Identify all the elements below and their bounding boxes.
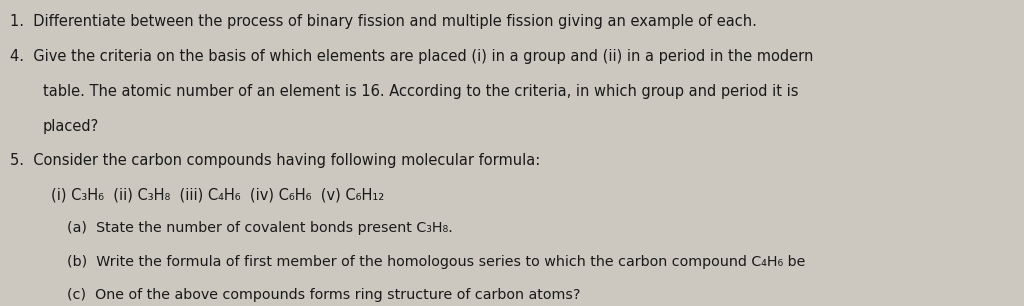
Text: (c)  One of the above compounds forms ring structure of carbon atoms?: (c) One of the above compounds forms rin… [67,288,580,302]
Text: 5.  Consider the carbon compounds having following molecular formula:: 5. Consider the carbon compounds having … [10,153,541,168]
Text: placed?: placed? [43,119,99,134]
Text: table. The atomic number of an element is 16. According to the criteria, in whic: table. The atomic number of an element i… [43,84,799,99]
Text: 4.  Give the criteria on the basis of which elements are placed (i) in a group a: 4. Give the criteria on the basis of whi… [10,49,814,64]
Text: (i) C₃H₆  (ii) C₃H₈  (iii) C₄H₆  (iv) C₆H₆  (v) C₆H₁₂: (i) C₃H₆ (ii) C₃H₈ (iii) C₄H₆ (iv) C₆H₆ … [51,187,384,202]
Text: (a)  State the number of covalent bonds present C₃H₈.: (a) State the number of covalent bonds p… [67,221,453,235]
Text: (b)  Write the formula of first member of the homologous series to which the car: (b) Write the formula of first member of… [67,255,805,269]
Text: 1.  Differentiate between the process of binary fission and multiple fission giv: 1. Differentiate between the process of … [10,14,757,29]
